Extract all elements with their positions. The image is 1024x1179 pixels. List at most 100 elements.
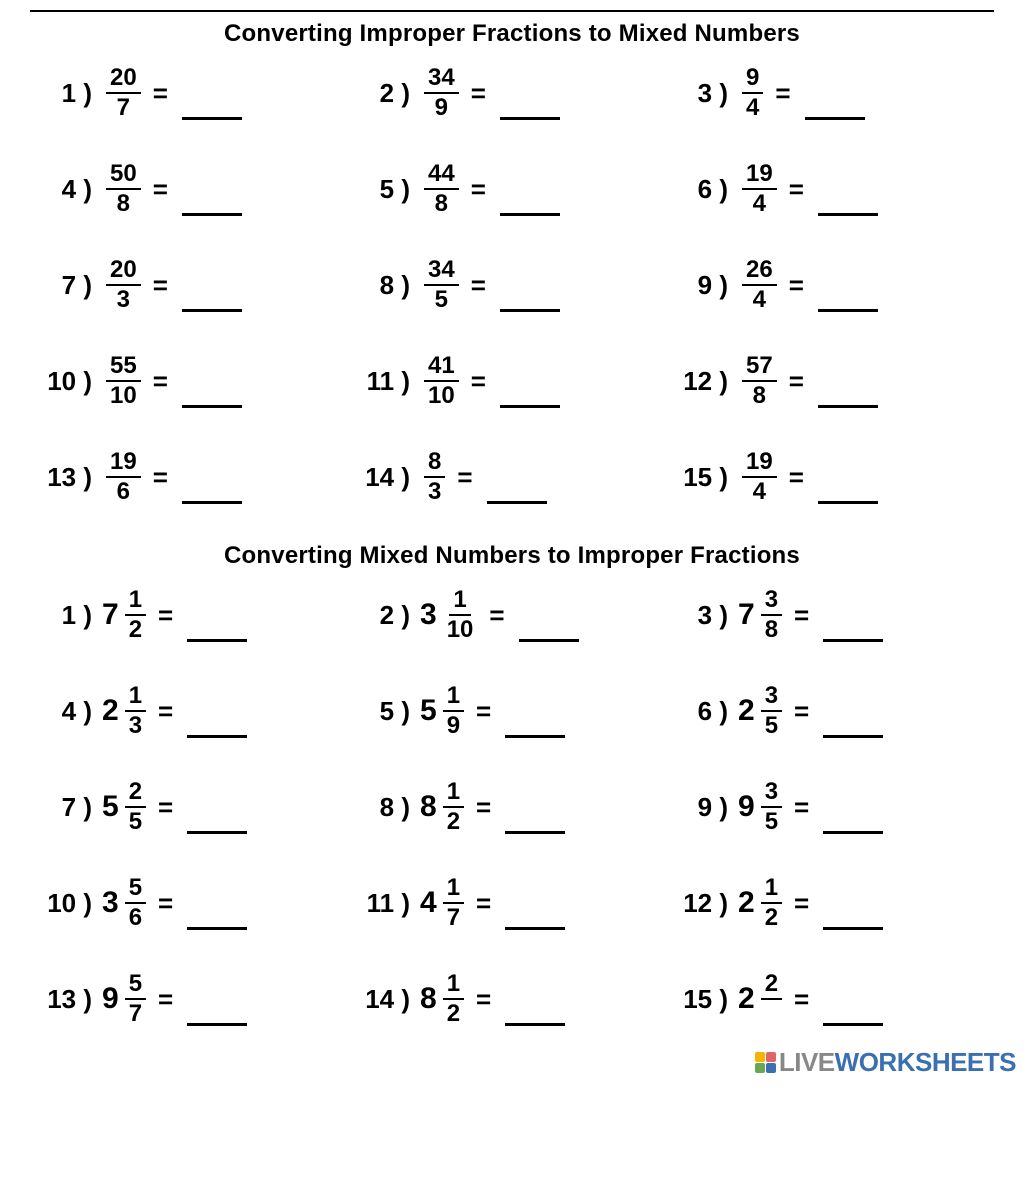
whole-number: 8 — [420, 792, 437, 822]
problem-number: 12 ) — [676, 888, 738, 919]
answer-blank[interactable] — [823, 735, 883, 738]
answer-blank[interactable] — [823, 927, 883, 930]
whole-number: 5 — [102, 792, 119, 822]
answer-blank[interactable] — [823, 831, 883, 834]
numerator: 5 — [125, 876, 146, 904]
problem-number: 11 ) — [358, 366, 420, 397]
denominator: 8 — [113, 190, 134, 216]
answer-blank[interactable] — [500, 213, 560, 216]
numerator: 55 — [106, 354, 141, 382]
equals-sign: = — [489, 600, 504, 631]
answer-blank[interactable] — [818, 309, 878, 312]
section1-grid: 1 )207=2 )349=3 )94=4 )508=5 )448=6 )194… — [40, 66, 984, 504]
answer-blank[interactable] — [505, 735, 565, 738]
problem-improper: 14 )83= — [358, 450, 666, 504]
fraction: 196 — [106, 450, 141, 504]
answer-blank[interactable] — [187, 1023, 247, 1026]
answer-blank[interactable] — [500, 117, 560, 120]
answer-blank[interactable] — [182, 117, 242, 120]
problem-mixed: 2 )3110= — [358, 588, 666, 642]
section2-title: Converting Mixed Numbers to Improper Fra… — [30, 542, 994, 570]
answer-blank[interactable] — [182, 309, 242, 312]
equals-sign: = — [158, 696, 173, 727]
fraction: 25 — [125, 780, 146, 834]
answer-blank[interactable] — [505, 927, 565, 930]
fraction: 5510 — [106, 354, 141, 408]
denominator: 2 — [443, 1000, 464, 1026]
problem-number: 13 ) — [40, 462, 102, 493]
answer-blank[interactable] — [187, 639, 247, 642]
problem-number: 2 ) — [358, 78, 420, 109]
fraction: 264 — [742, 258, 777, 312]
problem-improper: 6 )194= — [676, 162, 984, 216]
answer-blank[interactable] — [823, 1023, 883, 1026]
equals-sign: = — [471, 270, 486, 301]
problem-number: 15 ) — [676, 984, 738, 1015]
problem-mixed: 5 )519= — [358, 684, 666, 738]
answer-blank[interactable] — [182, 213, 242, 216]
equals-sign: = — [476, 792, 491, 823]
problem-number: 7 ) — [40, 792, 102, 823]
answer-blank[interactable] — [182, 405, 242, 408]
denominator: 10 — [443, 616, 478, 642]
worksheet-page: Converting Improper Fractions to Mixed N… — [0, 0, 1024, 1084]
equals-sign: = — [158, 600, 173, 631]
equals-sign: = — [476, 984, 491, 1015]
numerator: 1 — [449, 588, 470, 616]
answer-blank[interactable] — [818, 213, 878, 216]
numerator: 1 — [443, 684, 464, 712]
problem-number: 3 ) — [676, 78, 738, 109]
problem-number: 9 ) — [676, 270, 738, 301]
whole-number: 9 — [738, 792, 755, 822]
numerator: 20 — [106, 258, 141, 286]
answer-blank[interactable] — [823, 639, 883, 642]
denominator: 8 — [749, 382, 770, 408]
answer-blank[interactable] — [187, 927, 247, 930]
fraction: 57 — [125, 972, 146, 1026]
denominator: 8 — [761, 616, 782, 642]
problem-improper: 11 )4110= — [358, 354, 666, 408]
problem-improper: 5 )448= — [358, 162, 666, 216]
problem-improper: 12 )578= — [676, 354, 984, 408]
fraction: 35 — [761, 780, 782, 834]
problem-number: 14 ) — [358, 984, 420, 1015]
whole-number: 5 — [420, 696, 437, 726]
problem-number: 1 ) — [40, 78, 102, 109]
answer-blank[interactable] — [487, 501, 547, 504]
denominator: 7 — [443, 904, 464, 930]
problem-number: 8 ) — [358, 270, 420, 301]
equals-sign: = — [158, 984, 173, 1015]
answer-blank[interactable] — [505, 1023, 565, 1026]
equals-sign: = — [794, 984, 809, 1015]
numerator: 1 — [443, 876, 464, 904]
answer-blank[interactable] — [500, 309, 560, 312]
problem-improper: 13 )196= — [40, 450, 348, 504]
equals-sign: = — [789, 270, 804, 301]
answer-blank[interactable] — [805, 117, 865, 120]
answer-blank[interactable] — [519, 639, 579, 642]
denominator: 10 — [424, 382, 459, 408]
problem-mixed: 1 )712= — [40, 588, 348, 642]
answer-blank[interactable] — [818, 501, 878, 504]
numerator: 1 — [443, 780, 464, 808]
answer-blank[interactable] — [505, 831, 565, 834]
numerator: 57 — [742, 354, 777, 382]
answer-blank[interactable] — [818, 405, 878, 408]
answer-blank[interactable] — [182, 501, 242, 504]
numerator: 1 — [125, 588, 146, 616]
numerator: 3 — [761, 684, 782, 712]
problem-improper: 2 )349= — [358, 66, 666, 120]
answer-blank[interactable] — [187, 735, 247, 738]
answer-blank[interactable] — [500, 405, 560, 408]
problem-mixed: 13 )957= — [40, 972, 348, 1026]
numerator: 41 — [424, 354, 459, 382]
answer-blank[interactable] — [187, 831, 247, 834]
denominator — [761, 1000, 781, 1026]
fraction: 12 — [761, 876, 782, 930]
equals-sign: = — [158, 888, 173, 919]
numerator: 34 — [424, 66, 459, 94]
problem-number: 9 ) — [676, 792, 738, 823]
fraction: 83 — [424, 450, 445, 504]
numerator: 1 — [443, 972, 464, 1000]
fraction: 12 — [443, 780, 464, 834]
